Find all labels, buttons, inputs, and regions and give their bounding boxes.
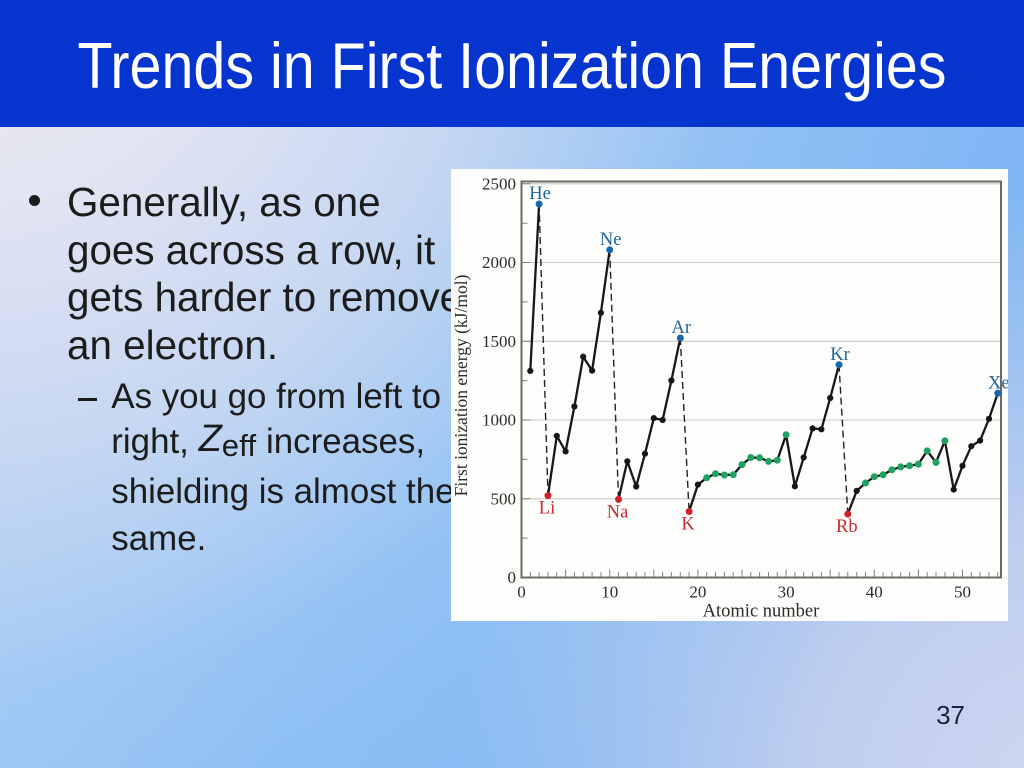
svg-text:Na: Na (607, 502, 629, 522)
svg-text:30: 30 (778, 582, 795, 601)
svg-text:2000: 2000 (482, 253, 516, 272)
svg-text:1000: 1000 (482, 410, 516, 429)
svg-text:1500: 1500 (482, 331, 516, 350)
svg-text:First ionization energy (kJ/mo: First ionization energy (kJ/mol) (451, 274, 471, 496)
svg-text:Xe: Xe (988, 373, 1008, 393)
svg-text:2500: 2500 (482, 174, 516, 193)
svg-text:K: K (681, 514, 695, 534)
svg-text:40: 40 (866, 582, 883, 601)
svg-text:Ne: Ne (600, 230, 622, 250)
svg-text:Li: Li (539, 498, 555, 518)
svg-text:He: He (529, 184, 551, 204)
svg-text:0: 0 (517, 582, 526, 601)
svg-text:50: 50 (954, 582, 971, 601)
svg-text:Ar: Ar (672, 318, 692, 338)
svg-text:20: 20 (689, 582, 706, 601)
svg-text:0: 0 (508, 568, 517, 587)
svg-text:500: 500 (491, 489, 517, 508)
svg-text:10: 10 (601, 582, 618, 601)
svg-text:Rb: Rb (836, 517, 858, 537)
svg-text:Atomic number: Atomic number (703, 601, 820, 621)
svg-text:Kr: Kr (830, 344, 850, 364)
